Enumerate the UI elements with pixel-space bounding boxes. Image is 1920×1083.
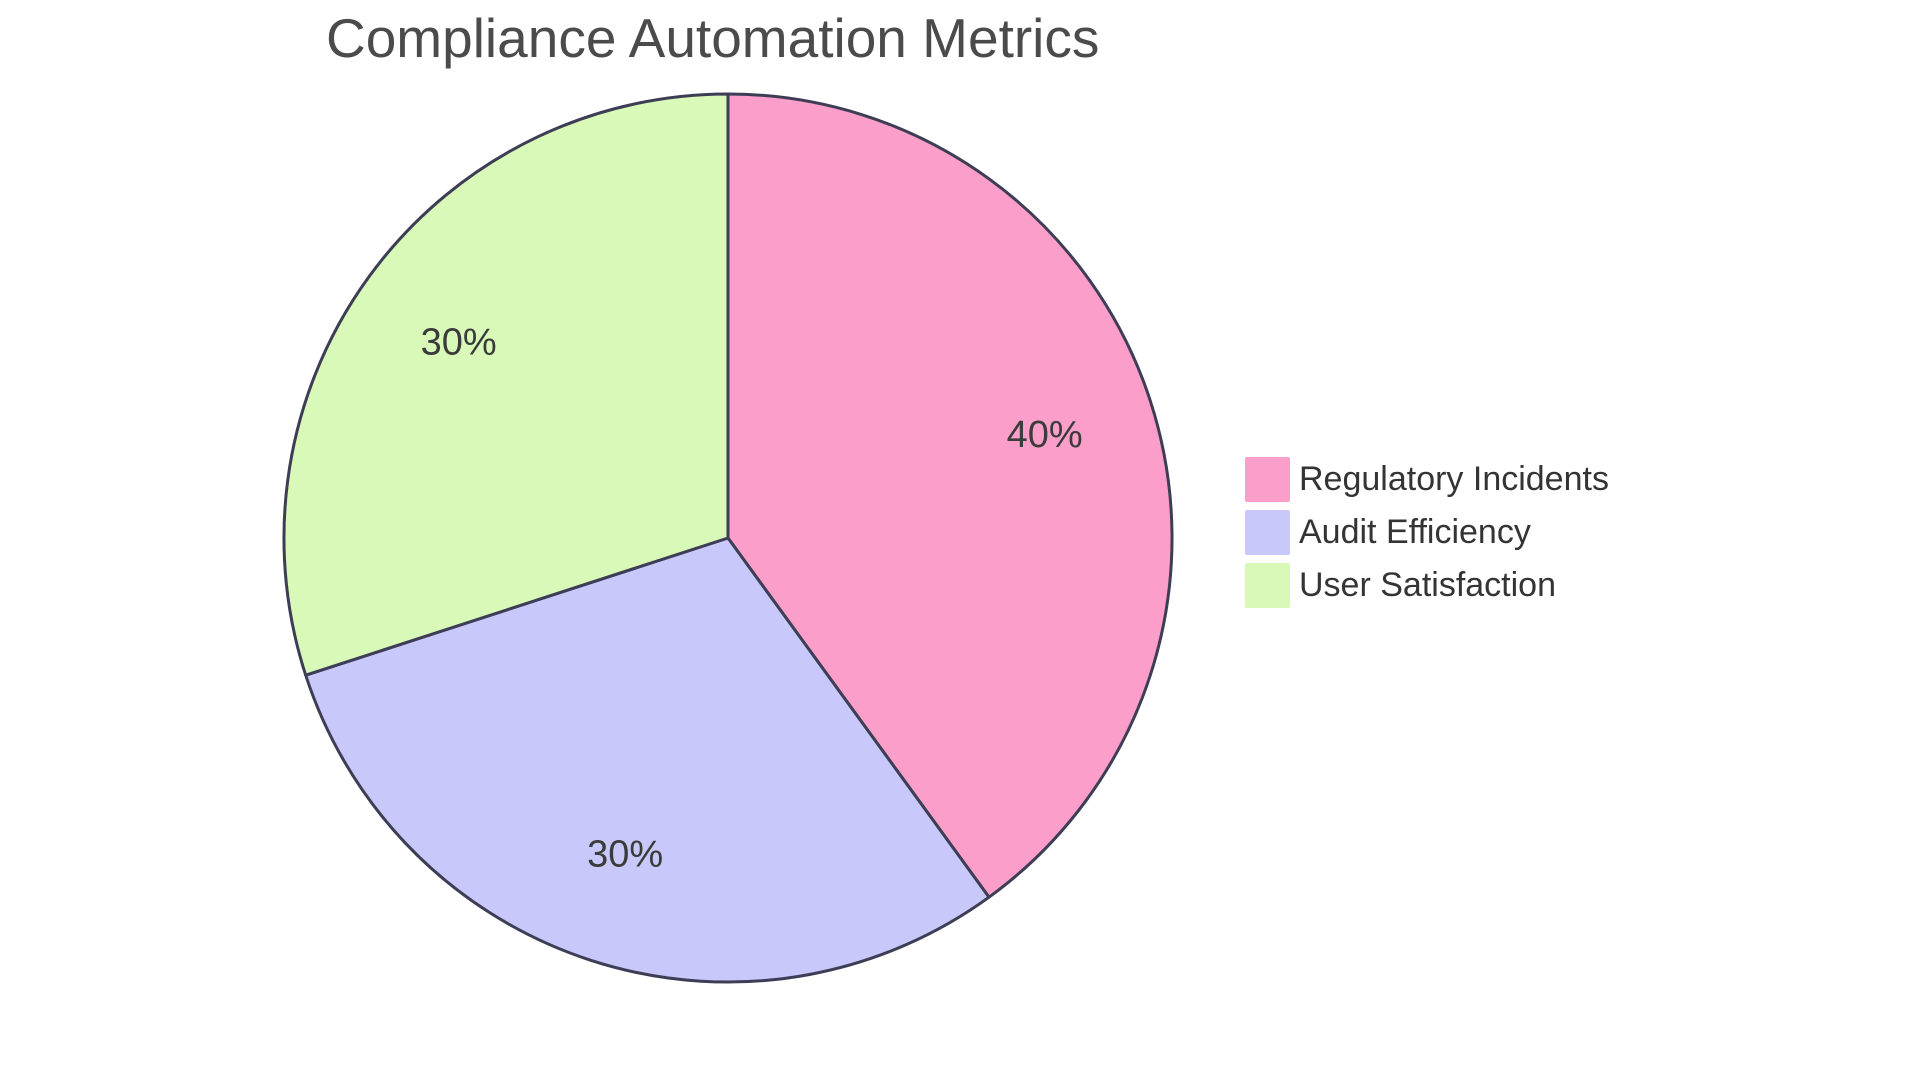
legend-swatch-audit-efficiency bbox=[1245, 510, 1290, 555]
legend-item-audit-efficiency: Audit Efficiency bbox=[1245, 510, 1609, 555]
pie-slice-user-satisfaction bbox=[282, 92, 730, 677]
legend-label: Audit Efficiency bbox=[1299, 513, 1531, 551]
pie-slice-audit-efficiency bbox=[304, 536, 991, 984]
slice-percent-label: 30% bbox=[587, 834, 663, 876]
legend: Regulatory Incidents Audit Efficiency Us… bbox=[1245, 457, 1609, 616]
chart-title: Compliance Automation Metrics bbox=[326, 7, 1100, 69]
legend-swatch-regulatory-incidents bbox=[1245, 457, 1290, 502]
legend-label: User Satisfaction bbox=[1299, 566, 1556, 604]
pie-slice-regulatory-incidents bbox=[726, 92, 1174, 899]
slice-percent-label: 40% bbox=[1007, 414, 1083, 456]
legend-swatch-user-satisfaction bbox=[1245, 563, 1290, 608]
legend-label: Regulatory Incidents bbox=[1299, 460, 1609, 498]
slice-percent-label: 30% bbox=[421, 321, 497, 363]
legend-item-user-satisfaction: User Satisfaction bbox=[1245, 563, 1609, 608]
legend-item-regulatory-incidents: Regulatory Incidents bbox=[1245, 457, 1609, 502]
